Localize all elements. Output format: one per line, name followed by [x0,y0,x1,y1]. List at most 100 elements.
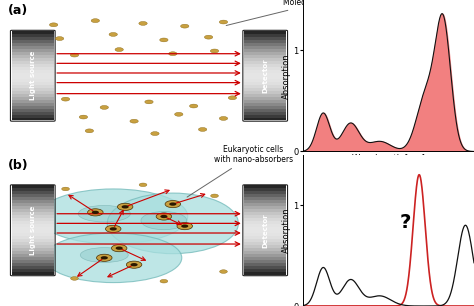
Bar [12,76,54,79]
Bar [12,242,54,245]
Text: (a): (a) [8,4,27,17]
Bar [244,254,286,257]
Bar [244,105,286,109]
Bar [244,37,286,40]
Bar [12,263,54,266]
Bar [12,236,54,239]
Circle shape [181,24,189,28]
Bar [244,239,286,242]
Bar [12,105,54,109]
Circle shape [118,203,133,211]
Bar [244,263,286,266]
Circle shape [70,53,79,57]
Bar [12,46,54,49]
Circle shape [204,35,213,39]
Bar [12,93,54,97]
Bar [244,54,286,58]
Circle shape [160,38,168,42]
Bar [244,248,286,251]
Bar [12,224,54,227]
Bar [244,218,286,221]
Ellipse shape [39,189,188,244]
Bar [244,96,286,100]
Bar [12,212,54,215]
Bar [12,78,54,82]
Bar [12,233,54,236]
Bar [244,269,286,272]
Circle shape [115,48,123,51]
Bar [244,212,286,215]
Bar [12,194,54,197]
Bar [12,84,54,88]
Circle shape [156,213,172,220]
Circle shape [127,261,142,268]
Circle shape [61,97,70,101]
Circle shape [177,222,192,230]
Bar [244,272,286,275]
Circle shape [85,129,93,133]
Circle shape [100,106,109,109]
Ellipse shape [107,193,238,254]
Circle shape [116,247,123,250]
Bar [244,78,286,82]
Circle shape [160,279,168,283]
Circle shape [109,227,117,230]
Circle shape [62,187,69,191]
Bar [244,117,286,121]
Circle shape [210,194,219,198]
Bar [244,84,286,88]
Bar [12,34,54,37]
Ellipse shape [45,233,182,282]
Bar [12,272,54,275]
Bar [244,81,286,85]
Bar [12,230,54,233]
Bar [12,251,54,254]
Bar [244,206,286,209]
Circle shape [130,263,137,266]
Bar [12,31,54,34]
Text: (b): (b) [8,159,28,172]
Circle shape [228,96,237,100]
Y-axis label: Absorption: Absorption [282,207,291,253]
Circle shape [106,225,121,233]
Bar [12,81,54,85]
Bar [244,69,286,73]
Bar [12,108,54,112]
Bar [12,52,54,55]
Bar [244,200,286,203]
Bar [12,218,54,221]
Bar [244,34,286,37]
Circle shape [210,49,219,53]
Bar [244,99,286,103]
Ellipse shape [80,248,128,263]
Bar [12,245,54,248]
Circle shape [219,20,228,24]
Circle shape [169,203,176,206]
Circle shape [190,104,198,108]
Circle shape [88,209,103,216]
Bar [12,114,54,118]
Bar [12,257,54,260]
Bar [244,61,286,64]
Bar [244,230,286,233]
Bar [244,215,286,218]
Bar [12,111,54,114]
Bar [244,221,286,224]
Bar [12,188,54,192]
Bar [244,108,286,112]
Bar [12,69,54,73]
Bar [244,40,286,43]
Circle shape [130,119,138,123]
Bar [244,233,286,236]
Bar [12,66,54,70]
Bar [12,209,54,212]
Bar [12,227,54,230]
Bar [244,209,286,212]
Bar [12,73,54,76]
Bar [244,197,286,200]
Circle shape [165,200,181,208]
Bar [244,102,286,106]
Circle shape [181,225,188,228]
Text: Detector: Detector [262,213,268,248]
Bar [12,206,54,209]
